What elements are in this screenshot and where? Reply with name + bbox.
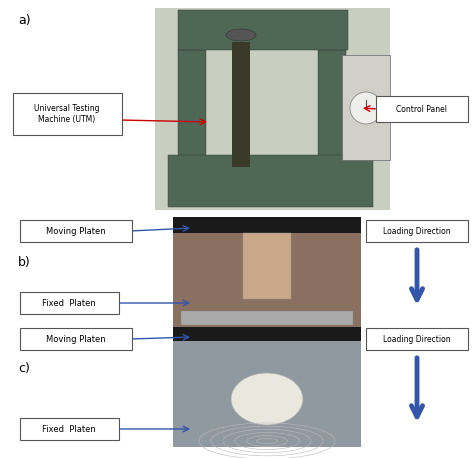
Bar bbox=[178, 50, 206, 200]
FancyBboxPatch shape bbox=[20, 328, 132, 350]
Text: Moving Platen: Moving Platen bbox=[46, 334, 106, 344]
Text: Moving Platen: Moving Platen bbox=[46, 227, 106, 235]
Bar bbox=[243, 233, 291, 299]
Bar bbox=[181, 311, 353, 325]
FancyBboxPatch shape bbox=[376, 96, 468, 122]
Bar bbox=[173, 217, 361, 233]
Ellipse shape bbox=[350, 92, 382, 124]
Text: a): a) bbox=[18, 14, 31, 27]
Bar bbox=[173, 327, 361, 341]
FancyBboxPatch shape bbox=[13, 93, 122, 135]
Text: b): b) bbox=[18, 256, 31, 269]
Text: Loading Direction: Loading Direction bbox=[383, 227, 451, 235]
Ellipse shape bbox=[231, 373, 303, 425]
FancyBboxPatch shape bbox=[20, 418, 119, 440]
Bar bbox=[168, 155, 373, 207]
Bar bbox=[155, 8, 390, 210]
Bar bbox=[178, 10, 348, 50]
Text: Control Panel: Control Panel bbox=[396, 104, 447, 114]
Text: Loading Direction: Loading Direction bbox=[383, 334, 451, 344]
Bar bbox=[318, 50, 346, 200]
Bar bbox=[232, 42, 250, 167]
Bar bbox=[173, 327, 361, 447]
Bar bbox=[155, 8, 390, 210]
Bar bbox=[342, 55, 390, 160]
FancyBboxPatch shape bbox=[366, 328, 468, 350]
FancyBboxPatch shape bbox=[366, 220, 468, 242]
FancyBboxPatch shape bbox=[20, 220, 132, 242]
Text: c): c) bbox=[18, 362, 30, 375]
Text: Fixed  Platen: Fixed Platen bbox=[42, 425, 96, 434]
FancyBboxPatch shape bbox=[20, 292, 119, 314]
Bar bbox=[173, 217, 361, 329]
Text: Universal Testing
Machine (UTM): Universal Testing Machine (UTM) bbox=[34, 104, 100, 125]
Text: Fixed  Platen: Fixed Platen bbox=[42, 299, 96, 307]
Ellipse shape bbox=[226, 29, 256, 41]
